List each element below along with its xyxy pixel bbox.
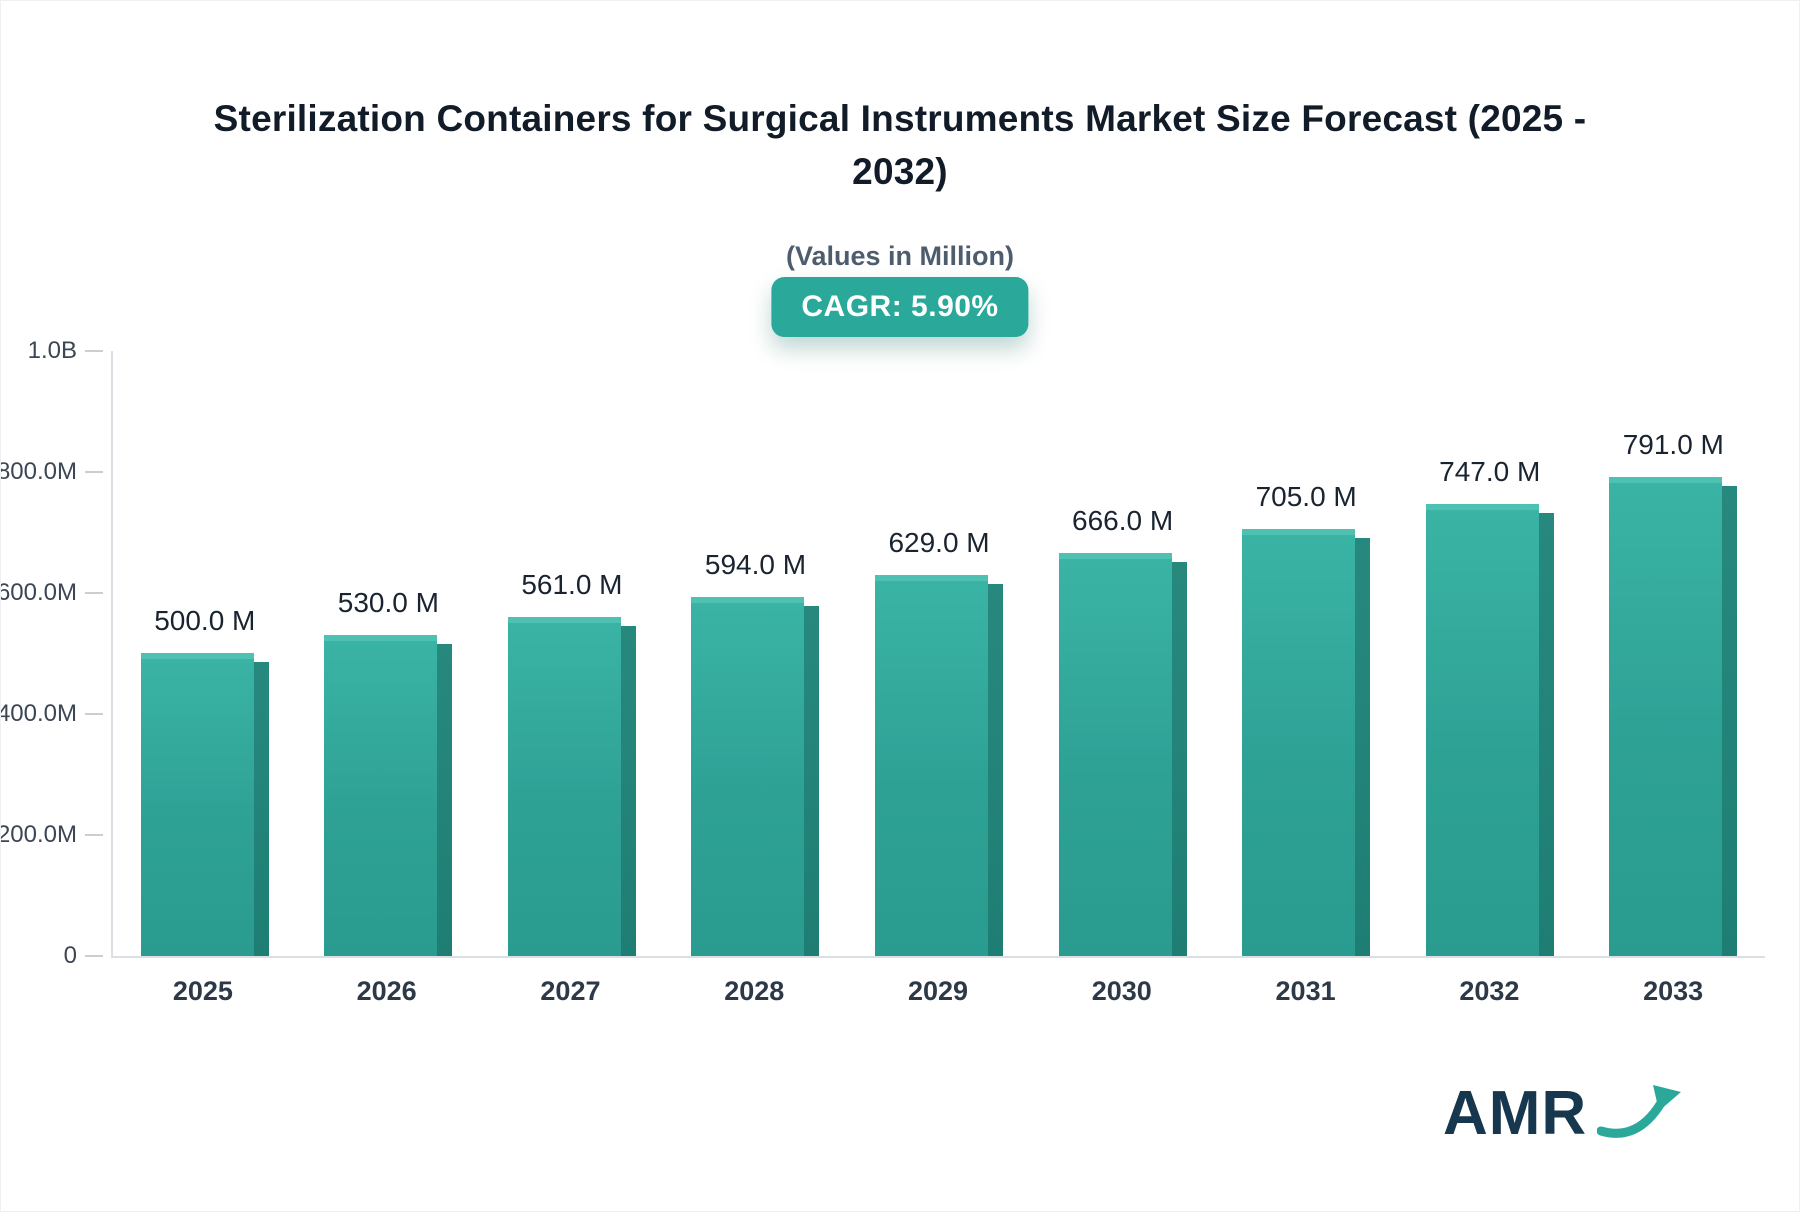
amr-logo-arrow-icon bbox=[1597, 1085, 1681, 1138]
bar-slot: 666.0 M bbox=[1031, 351, 1215, 956]
x-axis-label-2029: 2029 bbox=[907, 976, 969, 1006]
bar-side-face bbox=[1722, 486, 1738, 956]
y-tick-label: 200.0M bbox=[0, 821, 77, 848]
bar-value-label: 594.0 M bbox=[704, 549, 807, 580]
bar-slot: 594.0 M bbox=[664, 351, 848, 956]
x-axis-label-2028: 2028 bbox=[724, 976, 785, 1006]
bar-slot: 747.0 M bbox=[1398, 351, 1582, 956]
y-tick-label: 1.0B bbox=[27, 337, 77, 364]
bar-front-face bbox=[1425, 504, 1539, 956]
chart-title: Sterilization Containers for Surgical In… bbox=[213, 98, 1587, 192]
x-axis-labels: 2025 2026 2027 2028 2029 2030 2031 2032 2033 bbox=[111, 976, 1765, 1007]
bar-side-face bbox=[988, 584, 1004, 956]
bar-2032 bbox=[1425, 504, 1554, 956]
bar-slot: 705.0 M bbox=[1214, 351, 1398, 956]
bar-2031 bbox=[1242, 529, 1371, 956]
bar-value-label: 747.0 M bbox=[1439, 456, 1541, 487]
bar-value-label: 530.0 M bbox=[337, 587, 439, 618]
bar-front-face bbox=[1242, 529, 1356, 956]
bar-side-face bbox=[253, 662, 269, 956]
bar-2033 bbox=[1609, 477, 1738, 956]
y-tick-mark bbox=[85, 350, 103, 352]
bar-side-face bbox=[1538, 513, 1554, 956]
bar-value-label: 629.0 M bbox=[888, 527, 990, 558]
x-axis-label-2032: 2032 bbox=[1459, 976, 1520, 1006]
bar-value-label: 561.0 M bbox=[521, 569, 623, 600]
bar-2030 bbox=[1058, 553, 1187, 956]
bar-value-label: 791.0 M bbox=[1622, 429, 1724, 460]
x-axis-label-2026: 2026 bbox=[356, 976, 417, 1006]
bar-side-face bbox=[1355, 538, 1371, 956]
bar-slot: 500.0 M bbox=[113, 351, 297, 956]
bar-2027 bbox=[507, 617, 636, 956]
bar-top-face bbox=[507, 617, 621, 623]
x-axis-label-2025: 2025 bbox=[172, 976, 233, 1006]
bar-top-face bbox=[140, 653, 254, 659]
x-axis-label-2030: 2030 bbox=[1091, 976, 1152, 1006]
bar-2026 bbox=[324, 635, 453, 956]
cagr-badge: CAGR: 5.90% bbox=[771, 277, 1029, 337]
bar-front-face bbox=[875, 575, 989, 956]
bar-front-face bbox=[691, 597, 805, 956]
plot-area: 500.0 M 530.0 M 561.0 M 594.0 M 629.0 M 666.0… bbox=[111, 351, 1765, 958]
bar-slot: 629.0 M bbox=[847, 351, 1031, 956]
bar-value-label: 666.0 M bbox=[1072, 505, 1174, 536]
x-axis-label-2027: 2027 bbox=[540, 976, 601, 1006]
bar-top-face bbox=[691, 597, 805, 603]
bar-top-face bbox=[1609, 477, 1723, 483]
y-tick-label: 600.0M bbox=[0, 579, 77, 606]
bar-slot: 561.0 M bbox=[480, 351, 664, 956]
y-axis: 0 200.0M 400.0M 600.0M 800.0M 1.0B bbox=[0, 337, 111, 969]
bar-front-face bbox=[324, 635, 438, 956]
y-tick-mark bbox=[85, 471, 103, 473]
bar-value-label: 705.0 M bbox=[1255, 481, 1357, 512]
bar-value-label: 500.0 M bbox=[154, 605, 256, 636]
chart-subtitle: (Values in Million) bbox=[785, 241, 1015, 271]
bar-top-face bbox=[1058, 553, 1172, 559]
bar-2029 bbox=[875, 575, 1004, 956]
amr-logo: AMR bbox=[1443, 1069, 1703, 1159]
x-axis-label-2033: 2033 bbox=[1643, 976, 1704, 1006]
bar-front-face bbox=[1058, 553, 1172, 956]
x-axis-label-2031: 2031 bbox=[1275, 976, 1336, 1006]
bar-front-face bbox=[1609, 477, 1723, 956]
bar-top-face bbox=[875, 575, 989, 581]
bar-top-face bbox=[1242, 529, 1356, 535]
y-tick-mark bbox=[85, 592, 103, 594]
bar-side-face bbox=[437, 644, 453, 956]
bar-2025 bbox=[140, 653, 269, 956]
bar-slot: 791.0 M bbox=[1582, 351, 1766, 956]
y-tick-label: 0 bbox=[63, 942, 77, 969]
bar-slot: 530.0 M bbox=[297, 351, 481, 956]
y-tick-label: 800.0M bbox=[0, 458, 77, 485]
bar-2028 bbox=[691, 597, 820, 956]
y-tick-mark bbox=[85, 713, 103, 715]
bar-top-face bbox=[324, 635, 438, 641]
bar-side-face bbox=[1171, 562, 1187, 956]
bar-side-face bbox=[804, 606, 820, 956]
bars-row: 500.0 M 530.0 M 561.0 M 594.0 M 629.0 M 666.0… bbox=[113, 351, 1765, 956]
y-tick-mark bbox=[85, 955, 103, 957]
bar-front-face bbox=[507, 617, 621, 956]
bar-top-face bbox=[1425, 504, 1539, 510]
amr-logo-text: AMR bbox=[1443, 1079, 1588, 1148]
y-tick-mark bbox=[85, 834, 103, 836]
y-tick-label: 400.0M bbox=[0, 700, 77, 727]
bar-front-face bbox=[140, 653, 254, 956]
bar-side-face bbox=[620, 626, 636, 956]
